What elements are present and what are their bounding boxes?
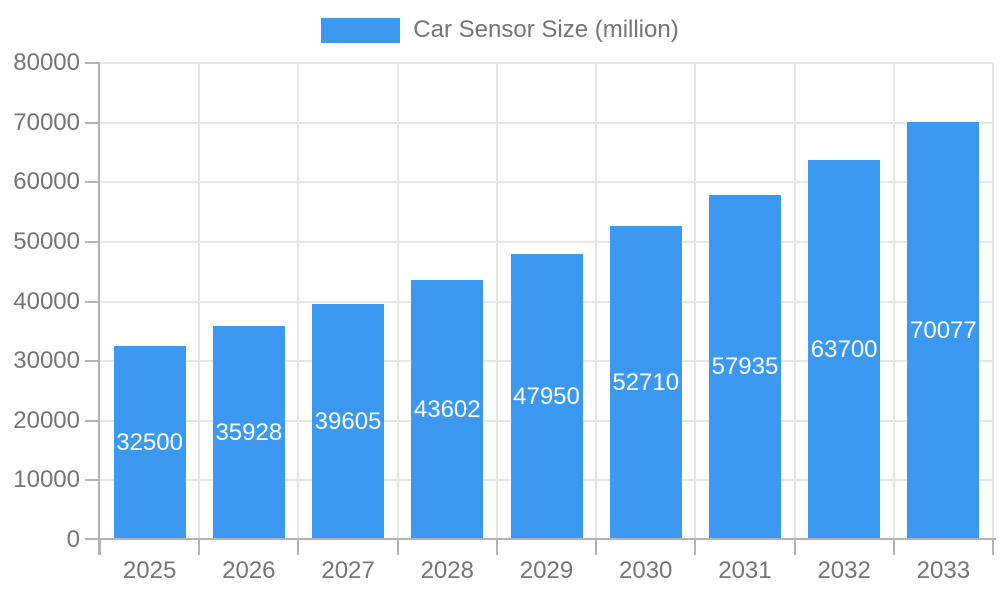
y-tick-label: 30000 (13, 347, 80, 375)
x-axis-line (85, 538, 996, 540)
y-tick-label: 20000 (13, 406, 80, 434)
gridline-vertical (595, 63, 598, 540)
y-axis-tick (85, 62, 100, 64)
bar[interactable] (510, 254, 583, 540)
y-tick-label: 80000 (13, 49, 80, 76)
bar-value-label: 63700 (810, 336, 878, 364)
bar-value-label: 35928 (215, 418, 283, 446)
y-tick-label: 10000 (13, 466, 80, 494)
x-tick-label: 2028 (420, 557, 474, 584)
gridline-vertical (694, 63, 697, 540)
y-tick-label: 0 (66, 526, 80, 553)
bar-value-label: 70077 (910, 317, 977, 345)
gridline-vertical (297, 63, 300, 540)
x-axis-tick (892, 540, 895, 555)
y-axis-tick (85, 300, 100, 303)
bar[interactable] (907, 122, 980, 540)
x-tick-label: 2025 (122, 557, 177, 584)
x-tick-label: 2029 (519, 557, 574, 584)
bar[interactable] (609, 225, 682, 540)
x-axis-tick (198, 540, 201, 555)
x-axis-tick (99, 540, 101, 555)
bar[interactable] (708, 194, 781, 540)
x-axis-tick (694, 540, 697, 555)
gridline-vertical (396, 63, 399, 540)
bar-value-label: 57935 (711, 353, 779, 381)
bar[interactable] (808, 160, 881, 540)
x-tick-label: 2027 (321, 557, 375, 584)
bar[interactable] (212, 325, 285, 540)
bar[interactable] (411, 280, 484, 540)
y-axis-tick (85, 479, 100, 482)
gridline-horizontal (100, 240, 993, 243)
gridline-vertical (992, 63, 994, 540)
x-tick-label: 2026 (222, 557, 276, 584)
y-axis-line (98, 63, 100, 555)
x-tick-label: 2032 (817, 557, 871, 584)
x-axis-tick (793, 540, 796, 555)
gridline-vertical (793, 63, 796, 540)
bar-value-label: 43602 (413, 396, 481, 423)
y-axis-tick (85, 240, 100, 243)
gridline-horizontal (100, 62, 993, 64)
bar-value-label: 47950 (513, 383, 580, 411)
x-tick-label: 2030 (619, 557, 673, 584)
x-axis-tick (396, 540, 399, 555)
bar[interactable] (113, 346, 186, 540)
y-axis-tick (85, 121, 100, 124)
gridline-vertical (892, 63, 895, 540)
gridline-vertical (495, 63, 498, 540)
legend[interactable]: Car Sensor Size (million) (0, 17, 1000, 43)
gridline-horizontal (100, 181, 993, 184)
gridline-vertical (198, 63, 201, 540)
bar-value-label: 39605 (314, 407, 382, 435)
y-axis-tick (85, 360, 100, 363)
x-axis-tick (297, 540, 300, 555)
bar-value-label: 32500 (116, 429, 183, 457)
y-tick-label: 40000 (13, 287, 80, 315)
y-axis-tick (85, 419, 100, 422)
y-tick-label: 60000 (13, 168, 80, 196)
x-tick-label: 2031 (718, 557, 772, 584)
gridline-horizontal (100, 121, 993, 124)
x-axis-tick (992, 540, 994, 555)
bar-value-label: 52710 (612, 368, 680, 396)
y-tick-label: 50000 (13, 227, 80, 255)
x-tick-label: 2033 (916, 557, 971, 584)
y-axis-tick (85, 181, 100, 184)
legend-label: Car Sensor Size (million) (413, 16, 679, 43)
legend-swatch-icon (321, 17, 401, 43)
x-axis-tick (495, 540, 498, 555)
y-tick-label: 70000 (13, 108, 80, 136)
x-axis-tick (595, 540, 598, 555)
bar[interactable] (312, 303, 385, 540)
